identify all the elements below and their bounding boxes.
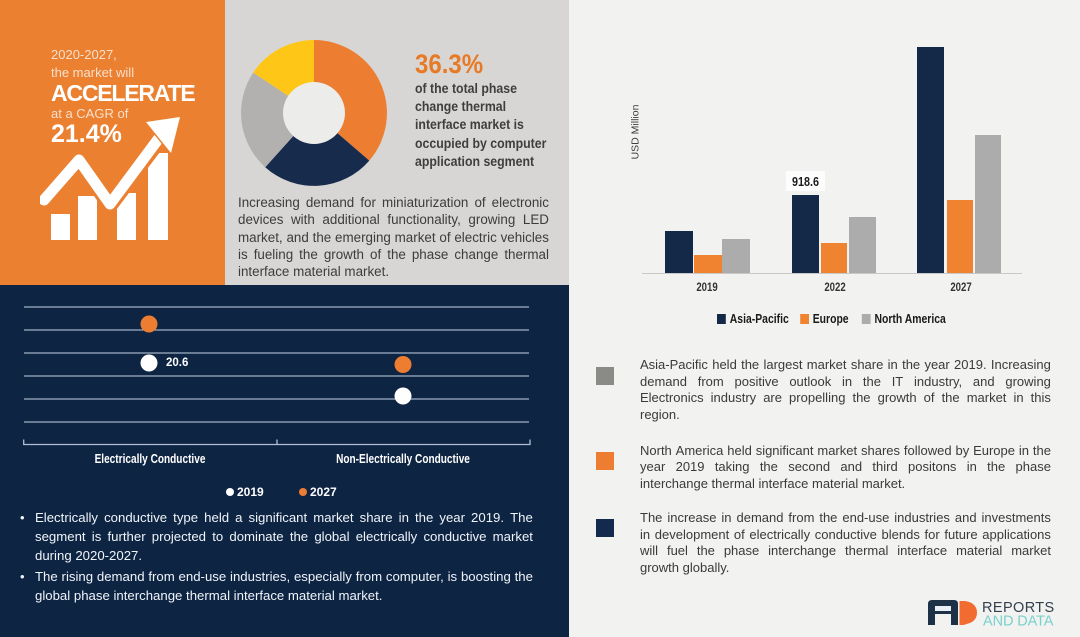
svg-text:REPORTS: REPORTS: [982, 600, 1055, 616]
svg-text:AND DATA: AND DATA: [983, 614, 1054, 630]
